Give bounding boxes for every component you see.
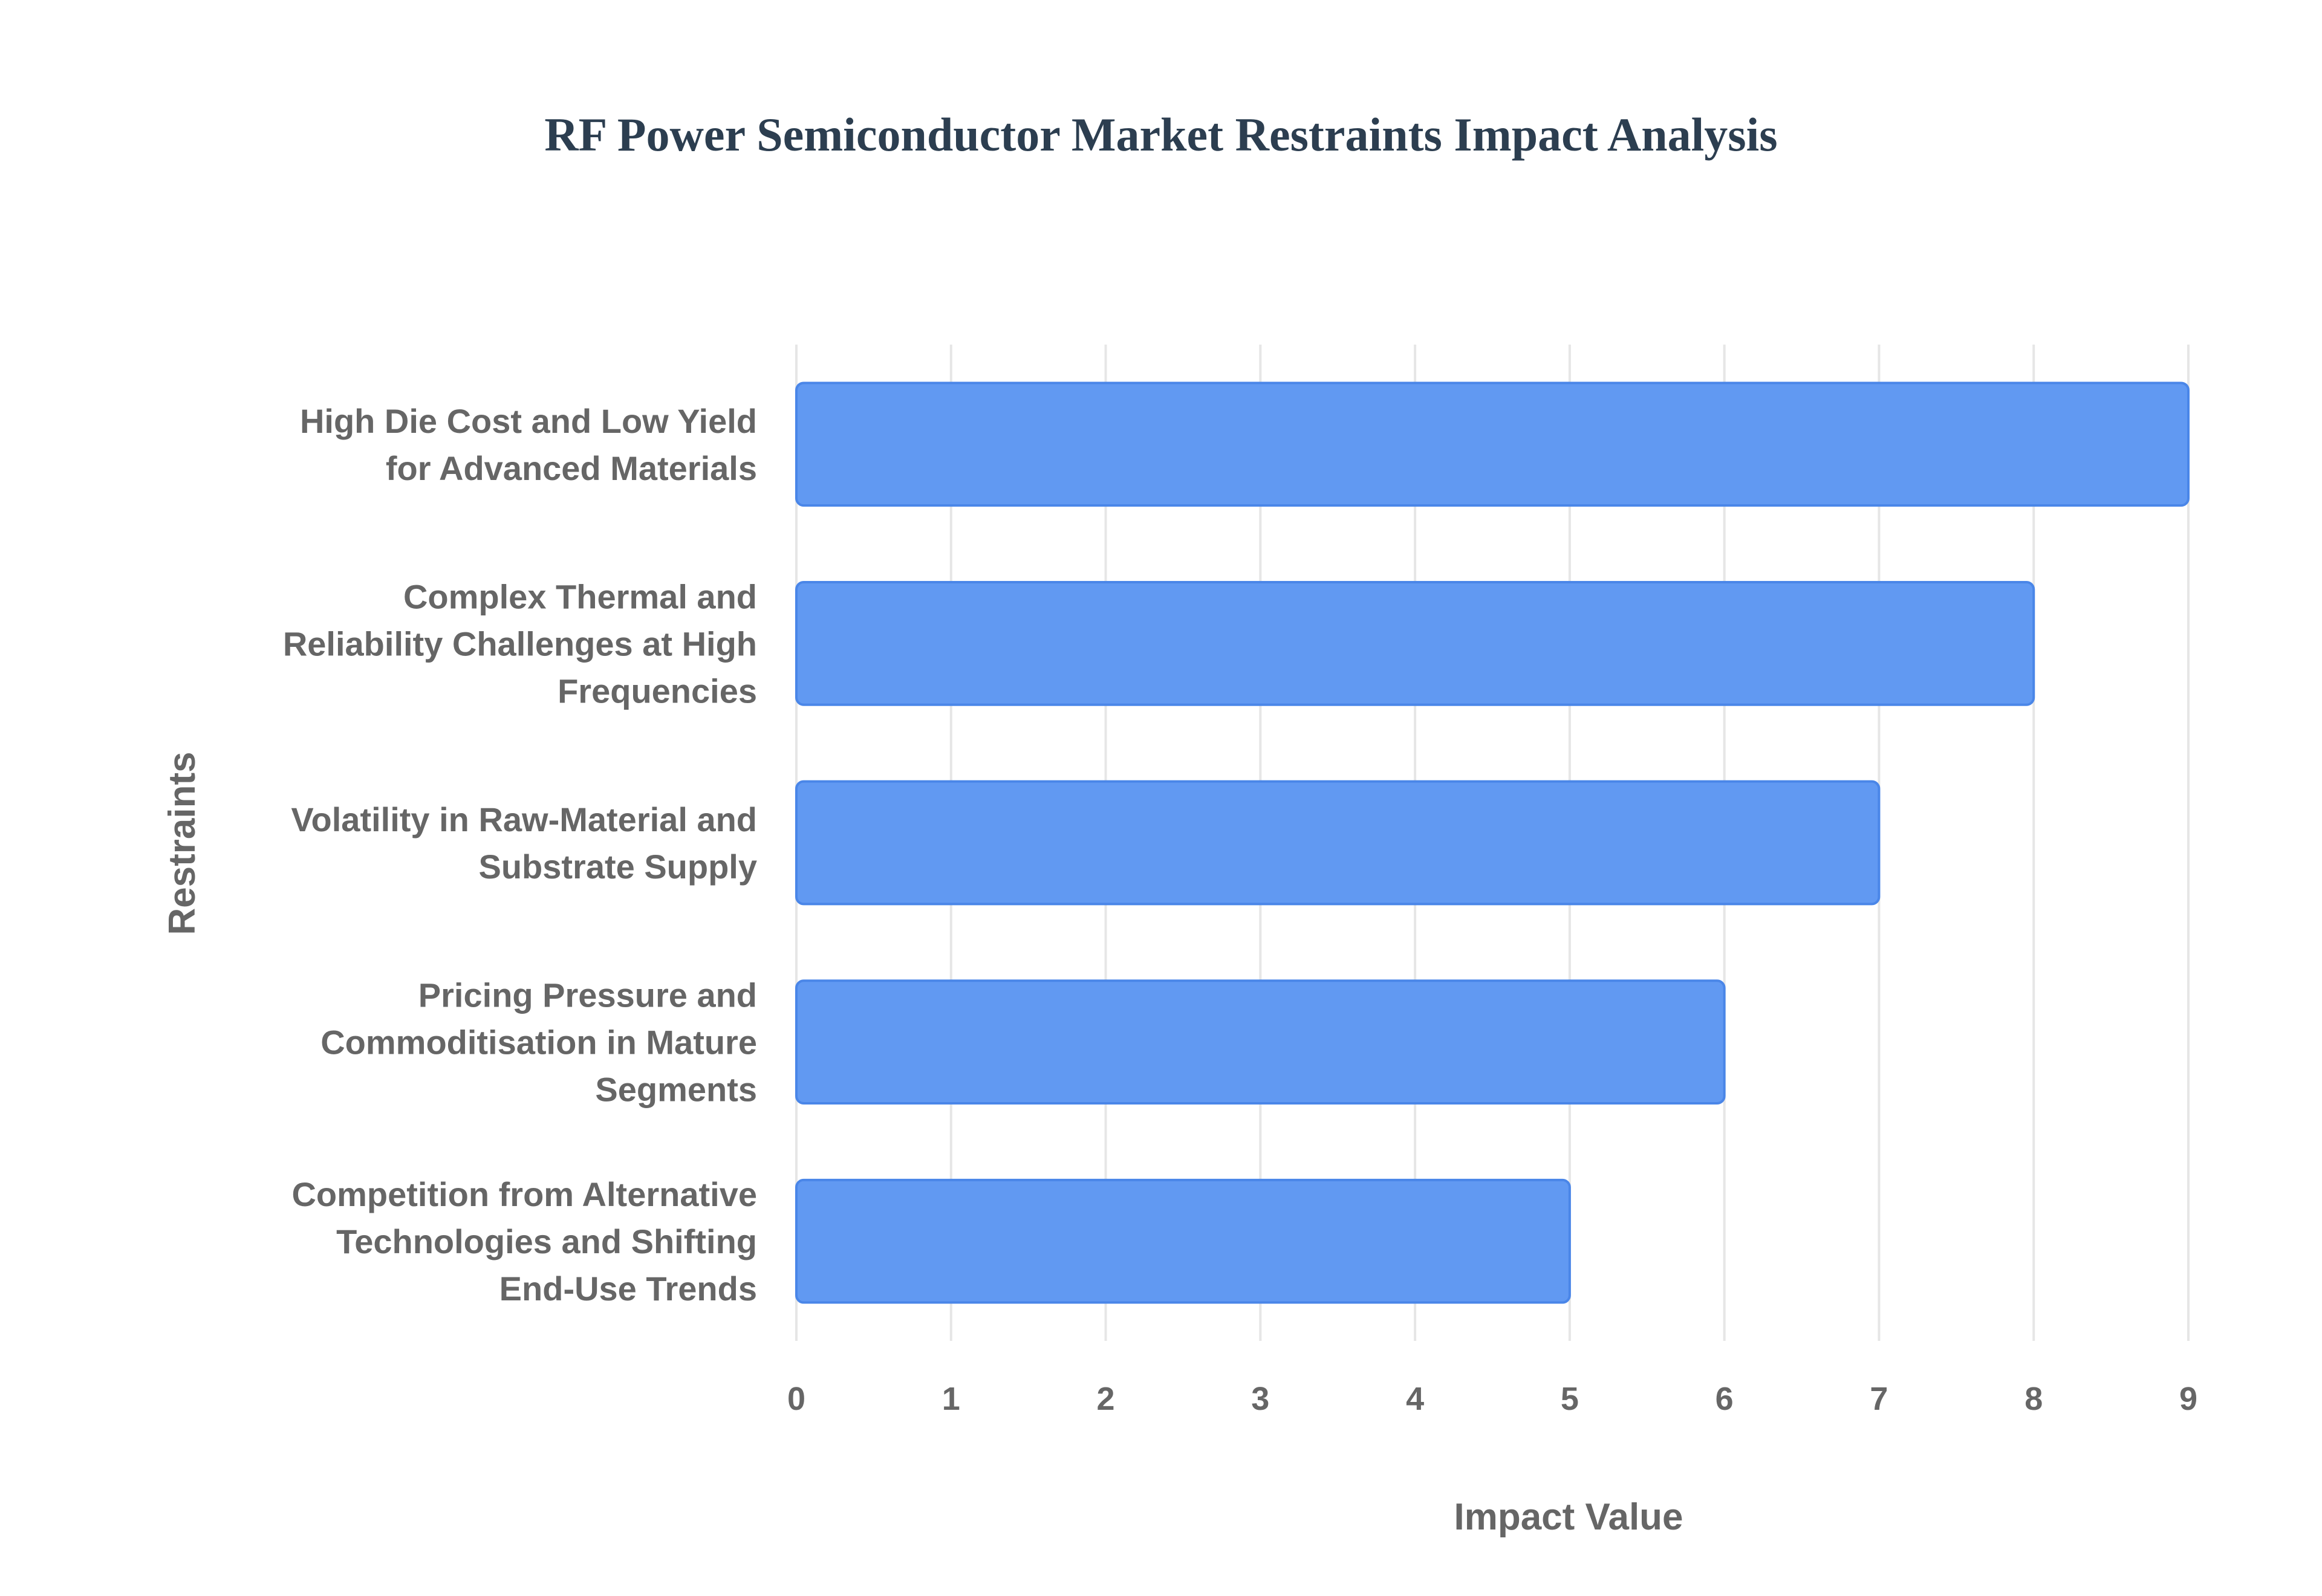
category-label-line: Commoditisation in Mature (320, 1023, 757, 1062)
bar (795, 979, 1726, 1105)
category-label-line: Technologies and Shifting (336, 1222, 757, 1260)
chart-title: RF Power Semiconductor Market Restraints… (544, 108, 1778, 161)
bar (795, 780, 1881, 906)
category-label-line: End-Use Trends (499, 1270, 757, 1308)
category-label-line: for Advanced Materials (386, 449, 757, 487)
category-label-line: Complex Thermal and (403, 577, 757, 615)
x-axis-ticks: 0 1 2 3 4 5 6 7 8 9 (787, 1381, 2197, 1417)
category-label-line: Competition from Alternative (291, 1175, 757, 1213)
y-axis-category-labels: High Die Cost and Low Yield for Advanced … (283, 402, 757, 1308)
category-label: Volatility in Raw-Material and Substrate … (291, 800, 757, 886)
category-label-line: Pricing Pressure and (418, 976, 757, 1014)
x-tick-label: 6 (1715, 1381, 1734, 1417)
bar (795, 581, 2035, 706)
category-label-line: Volatility in Raw-Material and (291, 800, 757, 839)
category-label-line: High Die Cost and Low Yield (300, 402, 757, 440)
x-tick-label: 1 (942, 1381, 960, 1417)
category-label: Complex Thermal and Reliability Challenge… (283, 577, 757, 710)
x-tick-label: 8 (2024, 1381, 2043, 1417)
x-tick-label: 2 (1097, 1381, 1115, 1417)
y-axis-title: Restraints (161, 751, 203, 935)
x-tick-label: 7 (1870, 1381, 1888, 1417)
bar (795, 1178, 1571, 1304)
x-axis-title: Impact Value (1454, 1496, 1683, 1538)
category-label-line: Reliability Challenges at High (283, 624, 757, 663)
x-tick-label: 9 (2179, 1381, 2197, 1417)
category-label: Competition from Alternative Technologies… (291, 1175, 757, 1308)
category-label: High Die Cost and Low Yield for Advanced … (300, 402, 757, 487)
category-label-line: Substrate Supply (478, 848, 757, 886)
x-tick-label: 0 (787, 1381, 805, 1417)
bars (795, 381, 2190, 1304)
category-label-line: Segments (595, 1071, 757, 1109)
x-tick-label: 4 (1406, 1381, 1424, 1417)
x-tick-label: 5 (1561, 1381, 1579, 1417)
x-tick-label: 3 (1251, 1381, 1269, 1417)
category-label-line: Frequencies (558, 672, 757, 710)
category-label: Pricing Pressure and Commoditisation in M… (320, 976, 757, 1109)
bar (795, 381, 2190, 507)
